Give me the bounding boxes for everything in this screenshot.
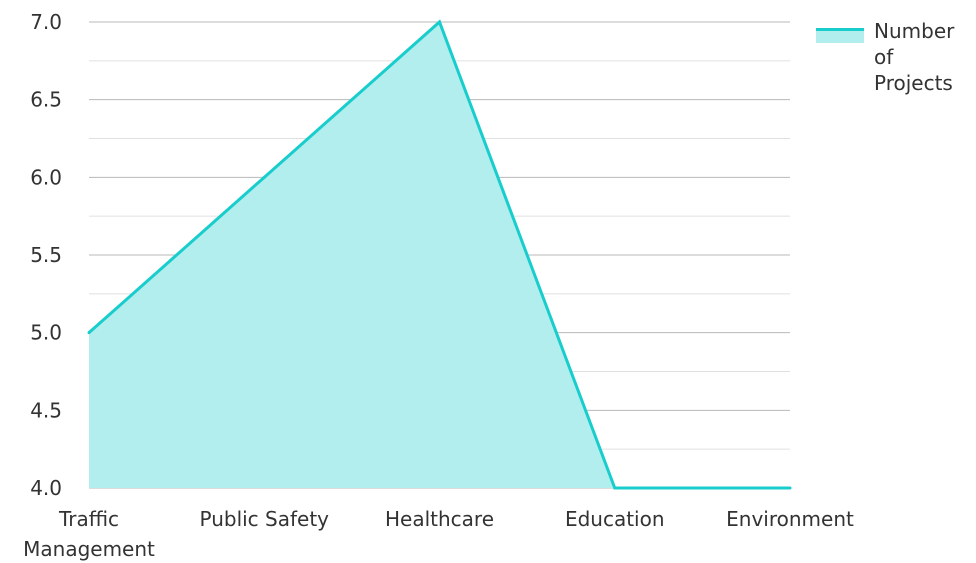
y-tick-label: 7.0 xyxy=(30,10,62,34)
data-point-1 xyxy=(262,175,266,179)
x-tick-label: Education xyxy=(565,507,665,531)
x-axis-tick-labels: Traffic Management Public Safety Healthcare… xyxy=(23,507,854,561)
legend: Number of Projects xyxy=(816,18,976,96)
x-tick-label: Public Safety xyxy=(199,507,329,531)
data-points xyxy=(87,20,792,490)
series-area-fill xyxy=(89,22,790,488)
y-tick-label: 6.5 xyxy=(30,88,62,112)
legend-label: Number of Projects xyxy=(874,19,955,95)
x-tick-label: Environment xyxy=(726,507,854,531)
data-point-3 xyxy=(613,486,617,490)
data-point-4 xyxy=(788,486,792,490)
data-point-2 xyxy=(438,20,441,24)
x-tick-label: Healthcare xyxy=(385,507,494,531)
y-tick-label: 6.0 xyxy=(30,165,62,189)
y-axis-tick-labels: 4.0 4.5 5.0 5.5 6.0 6.5 7.0 xyxy=(30,10,62,500)
y-tick-label: 4.5 xyxy=(30,398,62,422)
x-tick-label: Traffic Management xyxy=(23,507,155,561)
legend-swatch xyxy=(816,28,864,44)
y-tick-label: 4.0 xyxy=(30,476,62,500)
legend-swatch-fill xyxy=(816,31,864,43)
data-point-0 xyxy=(87,331,91,335)
y-tick-label: 5.0 xyxy=(30,321,62,345)
legend-swatch-line xyxy=(816,28,864,31)
y-tick-label: 5.5 xyxy=(30,243,62,267)
